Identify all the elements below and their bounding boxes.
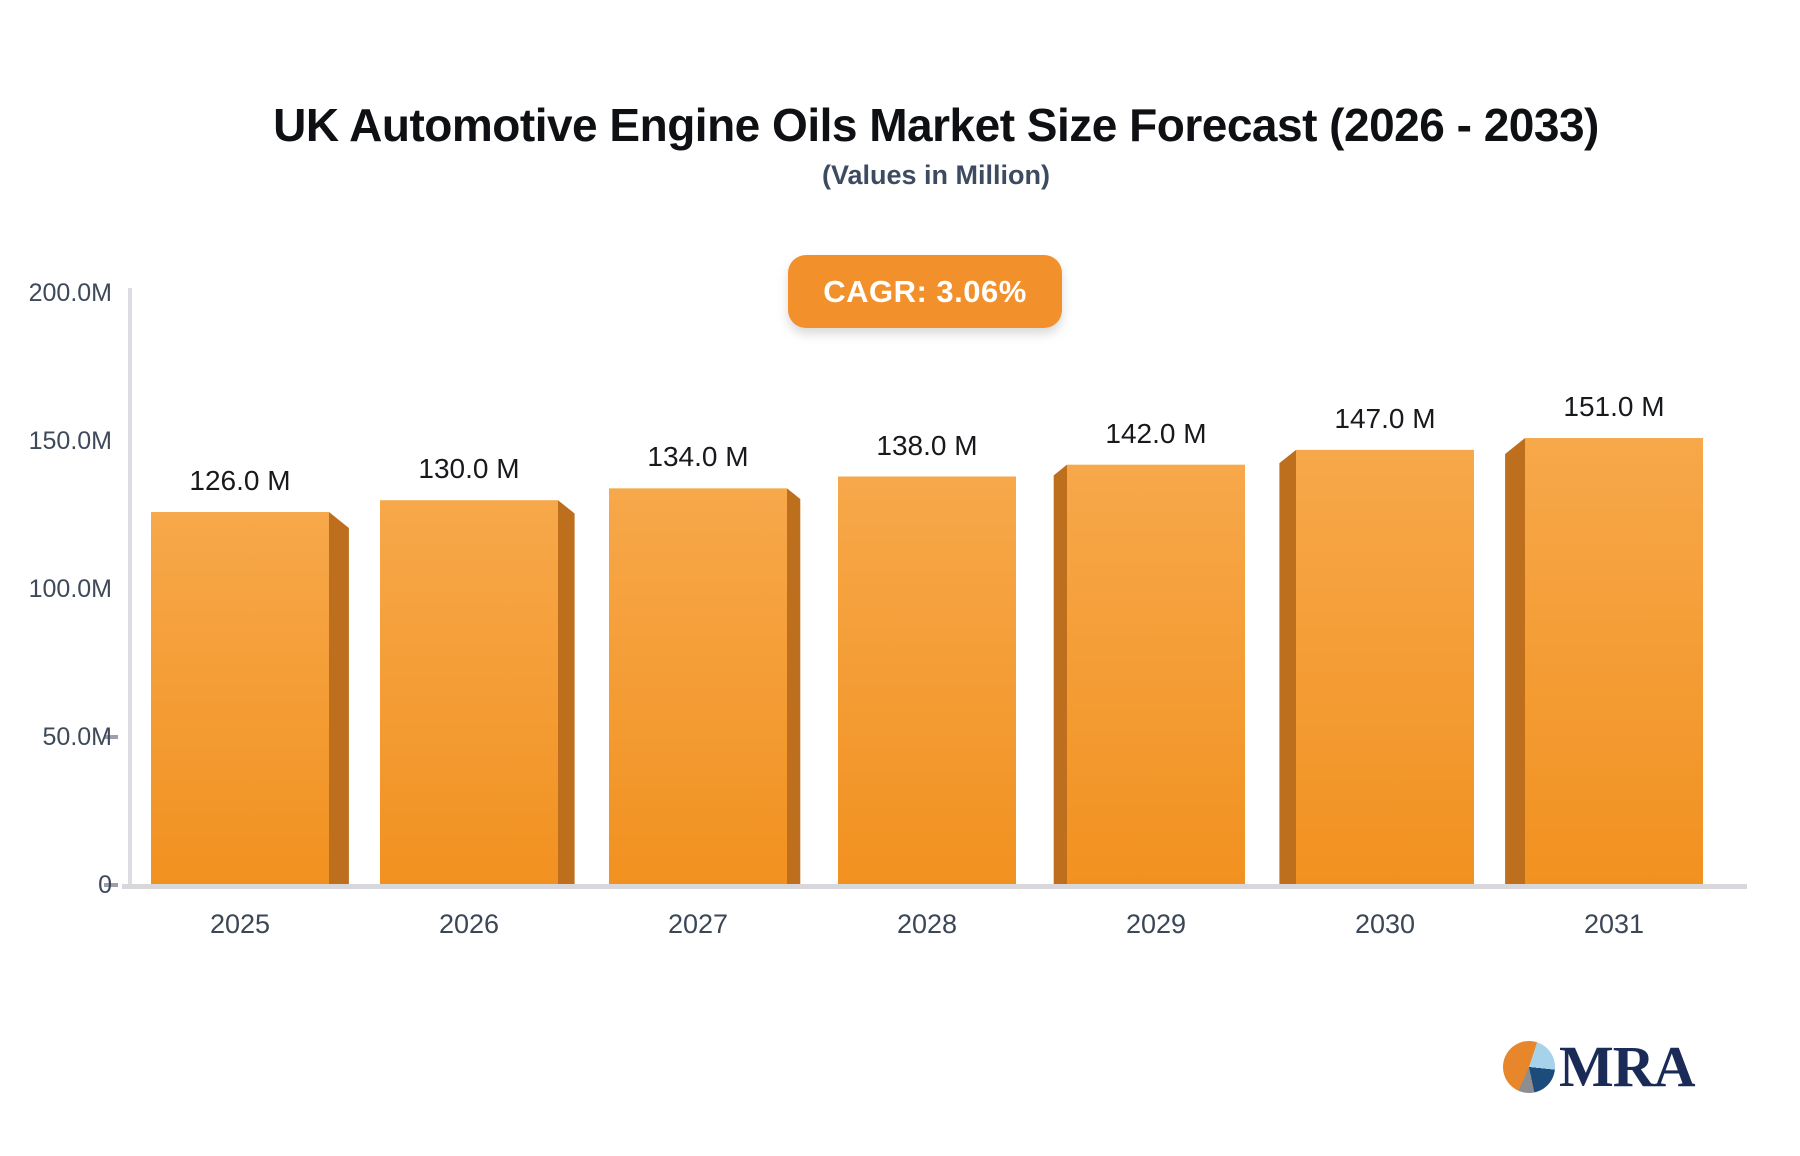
bar-value-label: 151.0 M xyxy=(1563,391,1665,423)
bar-front-face xyxy=(1525,438,1703,885)
bar-front-face xyxy=(151,512,329,885)
x-axis-label: 2031 xyxy=(1583,909,1645,939)
bar-front-face xyxy=(609,488,787,885)
x-axis-label: 2029 xyxy=(1125,909,1187,939)
bar-value-label: 147.0 M xyxy=(1334,402,1436,434)
logo-text: MRA xyxy=(1559,1034,1696,1099)
x-axis-label: 2028 xyxy=(896,909,958,939)
y-axis-tick xyxy=(104,735,118,739)
y-axis-label: 100.0M xyxy=(28,575,112,603)
bar-2031[interactable] xyxy=(1505,438,1703,885)
cagr-badge: CAGR: 3.06% xyxy=(788,255,1062,328)
bar-front-face xyxy=(1296,449,1474,885)
y-axis-line xyxy=(128,288,132,888)
bar-value-label: 130.0 M xyxy=(418,453,520,485)
x-axis-label: 2030 xyxy=(1354,909,1416,939)
chart-title: UK Automotive Engine Oils Market Size Fo… xyxy=(273,99,1599,151)
bar-2029[interactable] xyxy=(1053,464,1245,885)
x-axis-line xyxy=(122,884,1747,889)
bar-2030[interactable] xyxy=(1279,449,1474,885)
y-axis-label: 0 xyxy=(98,871,112,899)
x-axis-label: 2025 xyxy=(209,909,271,939)
bar-2028[interactable] xyxy=(838,476,1016,885)
bar-side-face xyxy=(787,488,801,885)
y-axis-label: 50.0M xyxy=(42,723,112,751)
bar-front-face xyxy=(380,500,558,885)
bar-front-face xyxy=(1067,464,1245,885)
bar-side-face xyxy=(1053,464,1067,885)
bar-side-face xyxy=(329,512,349,885)
bar-side-face xyxy=(1505,438,1525,885)
bar-side-face xyxy=(1279,449,1296,885)
bar-value-label: 142.0 M xyxy=(1105,417,1207,449)
chart-subtitle: (Values in Million) xyxy=(821,160,1051,190)
bar-value-label: 138.0 M xyxy=(876,429,978,461)
x-axis-label: 2027 xyxy=(667,909,729,939)
bar-value-label: 126.0 M xyxy=(189,465,291,497)
pie-chart-logo-icon xyxy=(1503,1041,1555,1093)
y-axis-label: 200.0M xyxy=(28,279,112,307)
x-axis-label: 2026 xyxy=(438,909,500,939)
bar-2026[interactable] xyxy=(380,500,575,885)
bar-2027[interactable] xyxy=(609,488,801,885)
bar-front-face xyxy=(838,476,1016,885)
bar-value-label: 134.0 M xyxy=(647,441,749,473)
y-axis-tick xyxy=(104,883,118,887)
bar-2025[interactable] xyxy=(151,512,349,885)
mra-logo: MRA xyxy=(1503,1034,1696,1099)
bar-side-face xyxy=(558,500,575,885)
cagr-badge-label: CAGR: 3.06% xyxy=(823,273,1027,309)
y-axis-label: 150.0M xyxy=(28,427,112,455)
